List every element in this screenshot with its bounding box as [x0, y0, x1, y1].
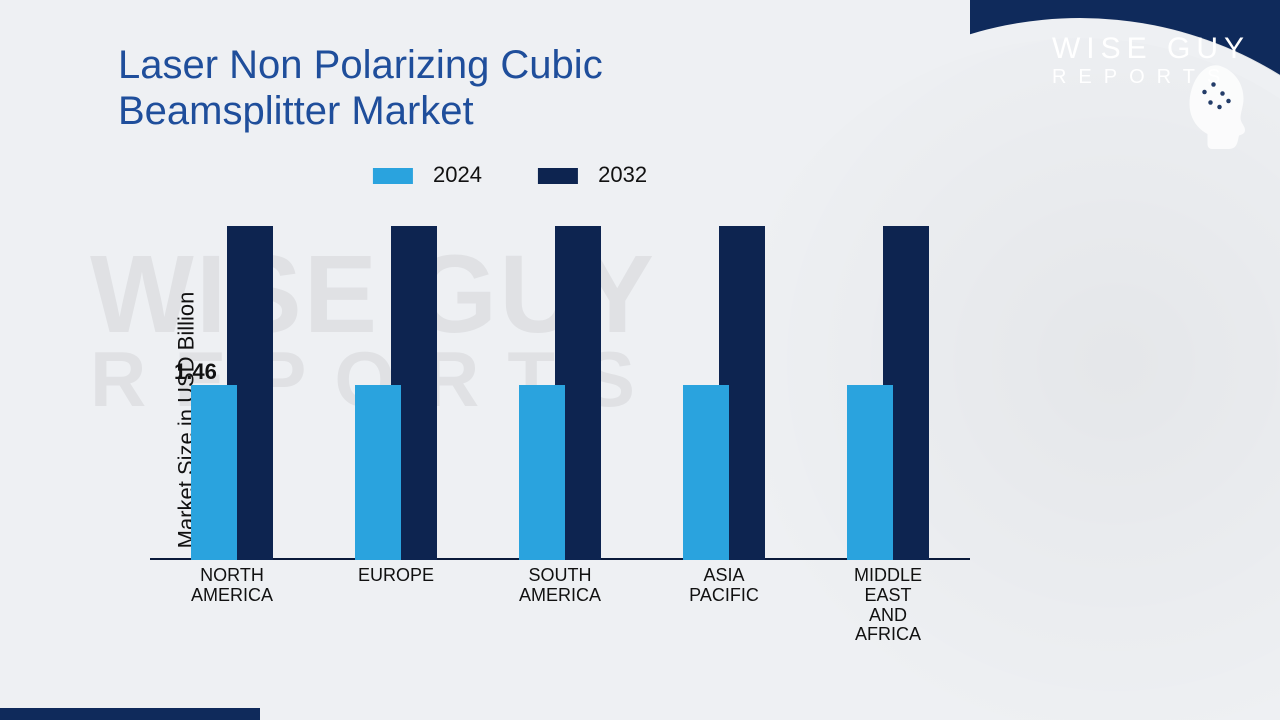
page: WISE GUY REPORTS WISE GUY REPORTS Laser …	[0, 0, 1280, 720]
bar-2024	[683, 385, 729, 560]
plot-area: 1.46	[150, 200, 970, 560]
bar-group	[314, 200, 478, 560]
logo: WISE GUY REPORTS	[1052, 32, 1250, 89]
chart: Market Size in USD Billion 2024 2032 1.4…	[50, 160, 970, 680]
bar-2024	[355, 385, 401, 560]
bar-group	[806, 200, 970, 560]
bar-group	[478, 200, 642, 560]
legend-swatch-2024	[373, 168, 413, 184]
legend-label-2024: 2024	[433, 162, 482, 187]
legend-swatch-2032	[538, 168, 578, 184]
x-label: MIDDLE EAST AND AFRICA	[806, 560, 970, 680]
legend-item-2024: 2024	[373, 162, 482, 188]
bar-group	[642, 200, 806, 560]
data-label: 1.46	[174, 359, 217, 385]
x-label: SOUTH AMERICA	[478, 560, 642, 680]
x-label: NORTH AMERICA	[150, 560, 314, 680]
legend-item-2032: 2032	[538, 162, 647, 188]
x-axis-labels: NORTH AMERICAEUROPESOUTH AMERICAASIA PAC…	[150, 560, 970, 680]
logo-line1: WISE GUY	[1052, 32, 1250, 66]
bottom-accent	[0, 708, 260, 720]
logo-head-icon	[1172, 62, 1252, 152]
legend-label-2032: 2032	[598, 162, 647, 187]
bar-2024	[847, 385, 893, 560]
legend: 2024 2032	[373, 162, 647, 188]
chart-title: Laser Non Polarizing Cubic Beamsplitter …	[118, 42, 758, 134]
bar-groups	[150, 200, 970, 560]
bar-2024	[191, 385, 237, 560]
x-label: EUROPE	[314, 560, 478, 680]
bar-2024	[519, 385, 565, 560]
x-label: ASIA PACIFIC	[642, 560, 806, 680]
